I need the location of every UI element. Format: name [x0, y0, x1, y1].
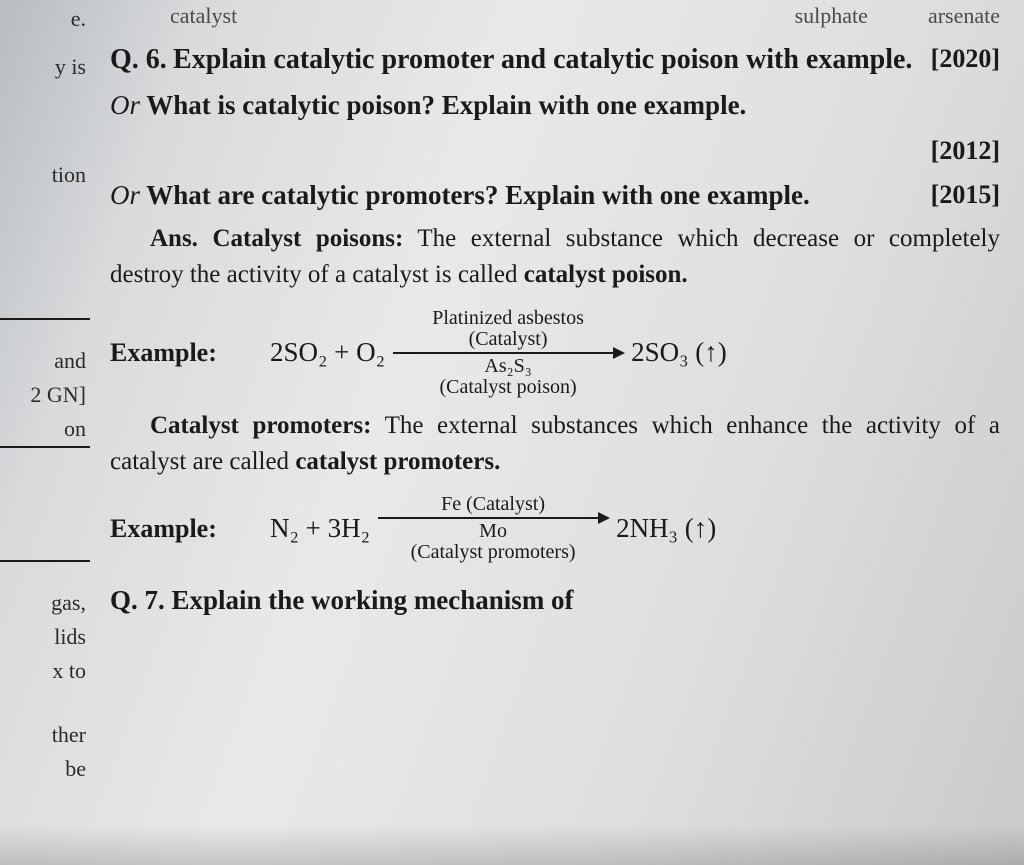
margin-frag: tion — [52, 162, 86, 188]
arrow-line — [378, 517, 608, 519]
eq-lhs: N₂ + 3H₂ — [270, 509, 370, 548]
equation-1: Example: 2SO₂ + O₂ Platinized asbestos (… — [110, 308, 1000, 398]
poison-heading: Catalyst poisons: — [212, 225, 403, 252]
top-label-catalyst: catalyst — [170, 0, 237, 32]
arrow-bot2: (Catalyst poison) — [439, 377, 576, 398]
question-6: Q. 6. Explain catalytic promoter and cat… — [110, 40, 1000, 81]
margin-frag: y is — [55, 54, 86, 80]
margin-rule — [0, 446, 90, 448]
question-text: Explain catalytic promoter and catalytic… — [173, 44, 912, 75]
margin-frag: be — [65, 756, 86, 782]
top-label-row: catalyst sulphate arsenate — [110, 0, 1000, 32]
page: e. y is tion and 2 GN] on gas, lids x to… — [0, 0, 1024, 865]
year-tag: [2020] — [931, 40, 1000, 78]
margin-frag: gas, — [51, 590, 86, 616]
margin-frag: lids — [54, 624, 86, 650]
answer-poison: Ans. Catalyst poisons: The external subs… — [110, 221, 1000, 294]
eq-rhs: 2SO₃ (↑) — [631, 333, 727, 372]
arrow-bot2: (Catalyst promoters) — [411, 542, 576, 563]
margin-frag: x to — [52, 658, 86, 684]
answer-promoter: Catalyst promoters: The external substan… — [110, 408, 1000, 481]
reaction-arrow: Platinized asbestos (Catalyst) As₂S₃ (Ca… — [393, 308, 623, 398]
eq-lhs: 2SO₂ + O₂ — [270, 333, 385, 372]
margin-rule — [0, 560, 90, 562]
example-label: Example: — [110, 510, 270, 548]
year-tag: [2015] — [931, 176, 1000, 214]
answer-label: Ans. — [150, 225, 198, 252]
margin-frag: e. — [71, 6, 86, 32]
margin-frag: on — [64, 416, 86, 442]
left-margin-cutoff: e. y is tion and 2 GN] on gas, lids x to… — [0, 0, 90, 865]
question-label: Q. 6. — [110, 44, 167, 75]
main-column: catalyst sulphate arsenate Q. 6. Explain… — [110, 0, 1000, 620]
margin-frag: 2 GN] — [30, 382, 86, 408]
question-text: What is catalytic poison? Explain with o… — [146, 90, 746, 120]
arrow-bot1: Mo — [479, 521, 507, 542]
example-label: Example: — [110, 334, 270, 372]
eq-rhs: 2NH₃ (↑) — [616, 509, 716, 548]
arrow-top1: Fe (Catalyst) — [441, 494, 545, 515]
arrow-bot1: As₂S₃ — [484, 356, 531, 377]
question-text: Explain the working mechanism of — [172, 585, 574, 615]
question-6-or2: Or What are catalytic promoters? Explain… — [110, 176, 1000, 215]
top-label-sulphate: sulphate — [795, 0, 868, 32]
question-6-or1: Or What is catalytic poison? Explain wit… — [110, 86, 1000, 125]
or-label: Or — [110, 180, 140, 210]
year-tag: [2012] — [931, 136, 1000, 165]
arrow-line — [393, 352, 623, 354]
equation-body: 2SO₂ + O₂ Platinized asbestos (Catalyst)… — [270, 308, 727, 398]
margin-frag: and — [54, 348, 86, 374]
margin-rule — [0, 318, 90, 320]
question-text: What are catalytic promoters? Explain wi… — [146, 180, 809, 210]
or-label: Or — [110, 90, 140, 120]
page-shadow — [0, 825, 1024, 865]
question-label: Q. 7. — [110, 585, 165, 615]
promoter-heading: Catalyst promoters: — [150, 412, 371, 439]
equation-body: N₂ + 3H₂ Fe (Catalyst) Mo (Catalyst prom… — [270, 494, 716, 563]
poison-bold-term: catalyst poison. — [524, 261, 688, 288]
top-label-arsenate: arsenate — [928, 0, 1000, 32]
promoter-bold-term: catalyst promoters. — [295, 448, 500, 475]
reaction-arrow: Fe (Catalyst) Mo (Catalyst promoters) — [378, 494, 608, 563]
arrow-top2: (Catalyst) — [469, 329, 548, 350]
question-7-cutoff: Q. 7. Explain the working mechanism of — [110, 581, 1000, 620]
equation-2: Example: N₂ + 3H₂ Fe (Catalyst) Mo (Cata… — [110, 494, 1000, 563]
arrow-top1: Platinized asbestos — [432, 308, 584, 329]
year-row: [2012] — [110, 132, 1000, 170]
margin-frag: ther — [52, 722, 86, 748]
